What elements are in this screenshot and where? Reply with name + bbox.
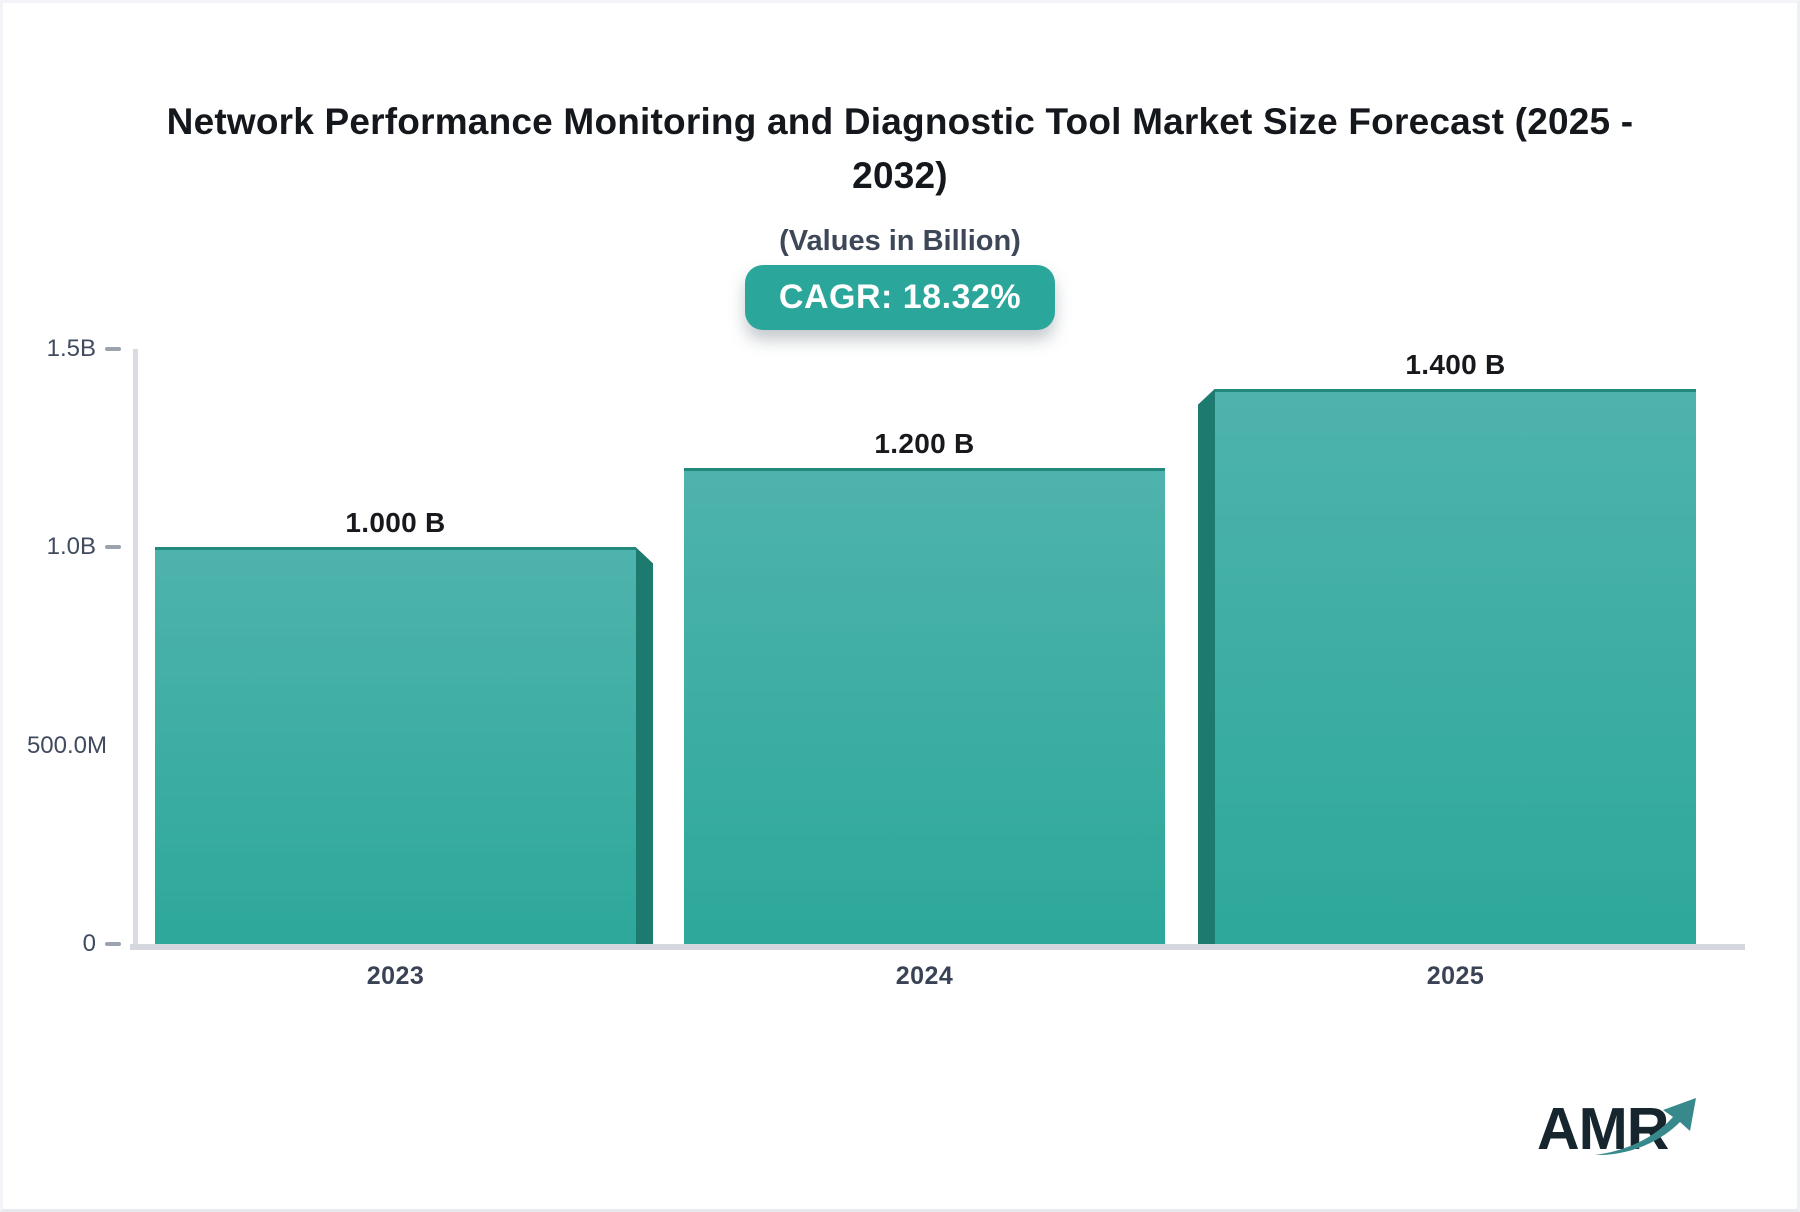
- x-axis-label-2024: 2024: [895, 961, 954, 990]
- growth-arrow-icon: [1595, 1098, 1696, 1156]
- y-axis-line: [133, 349, 138, 950]
- y-tick-label: 1.0B: [46, 533, 96, 561]
- chart-header: Network Performance Monitoring and Diagn…: [3, 3, 1797, 330]
- x-axis-label-2023: 2023: [366, 961, 425, 990]
- page-title: Network Performance Monitoring and Diagn…: [3, 3, 1797, 203]
- y-tick-1.5B: 1.5B: [3, 334, 121, 364]
- bar-2025[interactable]: [1215, 388, 1696, 944]
- y-tick-500.0M: 500.0M: [3, 731, 121, 761]
- y-tick-label: 500.0M: [26, 731, 107, 759]
- bar-chart: 0 500.0M 1.0B 1.5B 1.000 B 2023 1.200 B 2024 1.…: [3, 3, 1797, 1209]
- y-tick-1.0B: 1.0B: [3, 532, 121, 562]
- title-line-2: 2032): [852, 155, 948, 196]
- x-axis-label-2025: 2025: [1426, 961, 1485, 990]
- y-tick-label: 1.5B: [46, 335, 96, 362]
- y-tick-dash: [105, 347, 121, 351]
- y-tick-0: 0: [3, 929, 121, 959]
- chart-page: Network Performance Monitoring and Diagn…: [3, 3, 1797, 1209]
- x-axis-line: [130, 944, 1745, 950]
- bar-value-label-2024: 1.200 B: [874, 428, 975, 459]
- y-tick-dash: [105, 942, 121, 946]
- title-line-1: Network Performance Monitoring and Diagn…: [166, 101, 1634, 142]
- bar-value-label-2025: 1.400 B: [1405, 348, 1506, 380]
- amr-logo: AMR: [1531, 1089, 1721, 1162]
- amr-logo-text: AMR: [1537, 1096, 1669, 1162]
- bar-2023[interactable]: [155, 547, 636, 944]
- bar-3d-side-2025: [1198, 388, 1215, 944]
- bar-3d-side-2023: [636, 547, 653, 944]
- bar-value-label-2023: 1.000 B: [345, 507, 446, 539]
- y-tick-dash: [105, 545, 121, 550]
- chart-subtitle: (Values in Billion): [779, 225, 1021, 257]
- y-tick-label: 0: [82, 930, 96, 957]
- bar-2024[interactable]: [684, 468, 1165, 944]
- cagr-badge: CAGR: 18.32%: [744, 265, 1056, 330]
